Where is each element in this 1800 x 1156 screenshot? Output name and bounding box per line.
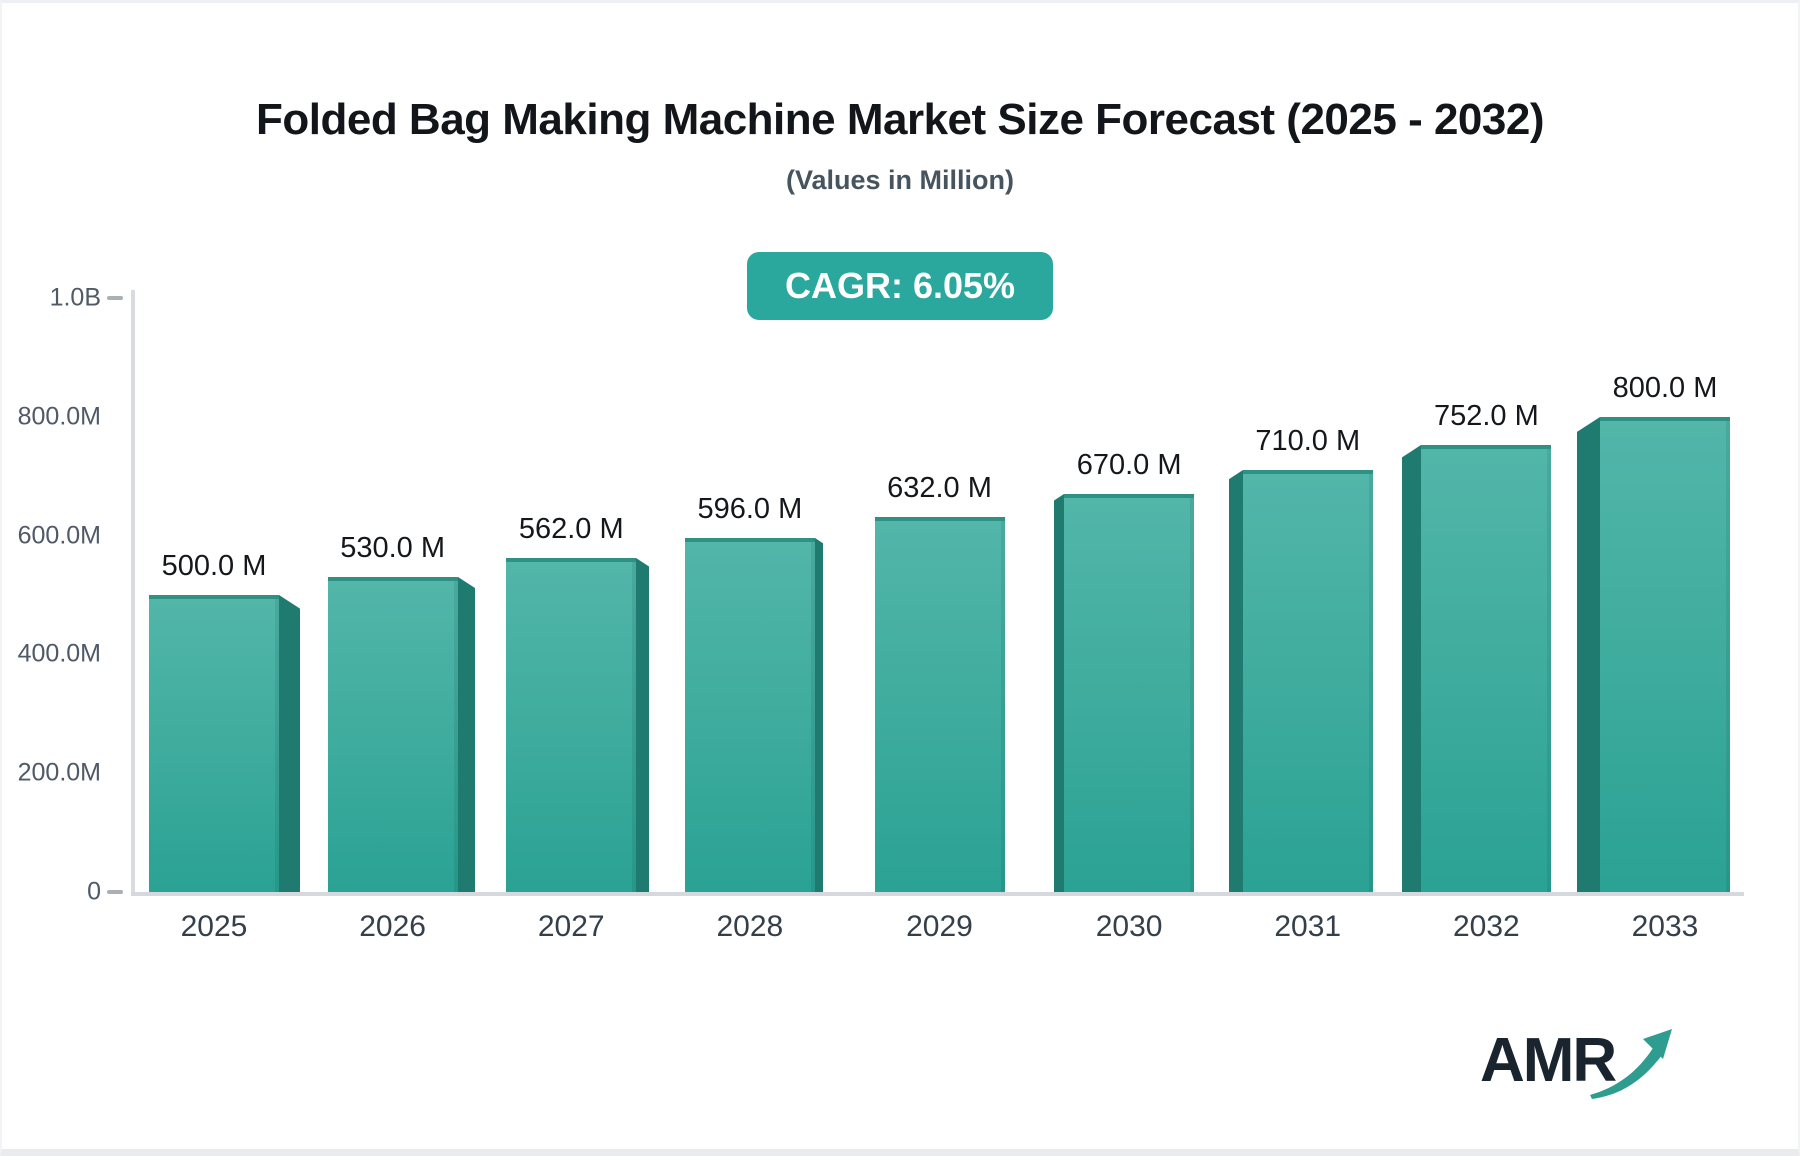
bar-face bbox=[149, 595, 279, 892]
bar-side-face bbox=[279, 595, 300, 892]
amr-logo-graphic: AMR bbox=[1480, 1026, 1672, 1099]
trend-arrow-icon bbox=[1590, 1048, 1662, 1099]
bar-group-2026: 530.0 M 2026 bbox=[327, 298, 480, 943]
bar-face bbox=[684, 538, 815, 892]
bar-group-2030: 670.0 M 2030 bbox=[1042, 298, 1195, 943]
chart-title: Folded Bag Making Machine Market Size Fo… bbox=[256, 95, 1544, 144]
y-axis-label: 800.0M bbox=[17, 402, 101, 431]
x-axis-label: 2028 bbox=[716, 910, 784, 943]
bar-side-face bbox=[636, 558, 650, 892]
cagr-badge: CAGR: 6.05% bbox=[746, 252, 1054, 320]
y-axis-tick bbox=[107, 890, 123, 894]
bar-face bbox=[874, 517, 1005, 892]
bar-group-2032: 752.0 M 2032 bbox=[1399, 298, 1552, 943]
chart-subtitle: (Values in Million) bbox=[785, 165, 1015, 195]
bar-side-fill bbox=[1054, 494, 1065, 892]
amr-logo: AMR bbox=[1472, 1015, 1702, 1107]
bar-side-fill bbox=[1402, 445, 1422, 892]
bar-value-label: 530.0 M bbox=[340, 532, 446, 564]
bar-group-2027: 562.0 M 2027 bbox=[506, 298, 658, 943]
bar-face bbox=[1242, 470, 1373, 892]
x-axis-label: 2032 bbox=[1453, 910, 1520, 943]
y-axis-label: 0 bbox=[87, 877, 101, 906]
trend-arrow-head-icon bbox=[1643, 1029, 1672, 1059]
bar-face bbox=[506, 558, 637, 892]
bar-side-face bbox=[1054, 494, 1065, 892]
amr-logo-text: AMR bbox=[1480, 1026, 1616, 1095]
plot-area: 1.0B 800.0M 600.0M 400.0M 200.0M 0 500.0 M 202… bbox=[18, 284, 1744, 943]
bars-container: 500.0 M 2025 530.0 M 2026 562.0 M 2027 596.0 M… bbox=[135, 298, 1744, 943]
y-axis-label: 200.0M bbox=[17, 758, 101, 787]
x-axis-label: 2029 bbox=[906, 910, 973, 943]
bar-side-face bbox=[1228, 470, 1243, 892]
x-axis-label: 2026 bbox=[359, 910, 426, 943]
bar-side-fill bbox=[457, 577, 475, 892]
bar-side-fill bbox=[279, 595, 300, 892]
y-axis-label: 1.0B bbox=[49, 283, 101, 312]
bar-group-2028: 596.0 M 2028 bbox=[684, 298, 837, 943]
bar-value-label: 670.0 M bbox=[1076, 449, 1182, 481]
bar-side-face bbox=[1577, 417, 1600, 892]
chart-header: Folded Bag Making Machine Market Size Fo… bbox=[2, 3, 1798, 320]
bar-group-2025: 500.0 M 2025 bbox=[149, 298, 301, 943]
y-axis-line bbox=[131, 290, 135, 892]
bar-group-2031: 710.0 M 2031 bbox=[1221, 298, 1373, 943]
bar-side-fill bbox=[1228, 470, 1243, 892]
x-axis-label: 2033 bbox=[1631, 910, 1699, 943]
bar-face bbox=[327, 577, 458, 892]
y-axis-label: 600.0M bbox=[17, 521, 101, 550]
x-axis-label: 2027 bbox=[537, 910, 605, 943]
bar-side-fill bbox=[1577, 417, 1600, 892]
y-axis-label: 400.0M bbox=[17, 639, 101, 668]
x-axis-line bbox=[131, 892, 1744, 896]
bar-value-label: 632.0 M bbox=[887, 472, 992, 504]
x-axis-label: 2031 bbox=[1274, 910, 1342, 943]
x-axis-label: 2025 bbox=[180, 910, 248, 943]
bar-value-label: 596.0 M bbox=[697, 493, 803, 525]
bar-side-face bbox=[1402, 445, 1422, 892]
bar-side-face bbox=[814, 538, 823, 892]
bar-face bbox=[1600, 417, 1730, 892]
bar-group-2033: 800.0 M 2033 bbox=[1577, 298, 1730, 943]
bar-value-label: 500.0 M bbox=[161, 550, 267, 582]
bar-value-label: 752.0 M bbox=[1433, 400, 1539, 432]
bar-face bbox=[1421, 445, 1552, 892]
bar-value-label: 800.0 M bbox=[1612, 372, 1718, 404]
bar-side-fill bbox=[814, 538, 823, 892]
bar-side-face bbox=[457, 577, 475, 892]
bar-value-label: 710.0 M bbox=[1255, 425, 1361, 457]
bar-value-label: 562.0 M bbox=[518, 513, 624, 545]
bar-group-2029: 632.0 M 2029 bbox=[864, 298, 1016, 943]
y-axis-tick bbox=[107, 296, 123, 300]
x-axis-label: 2030 bbox=[1095, 910, 1163, 943]
bar-side-fill bbox=[636, 558, 650, 892]
bar-face bbox=[1064, 494, 1195, 892]
